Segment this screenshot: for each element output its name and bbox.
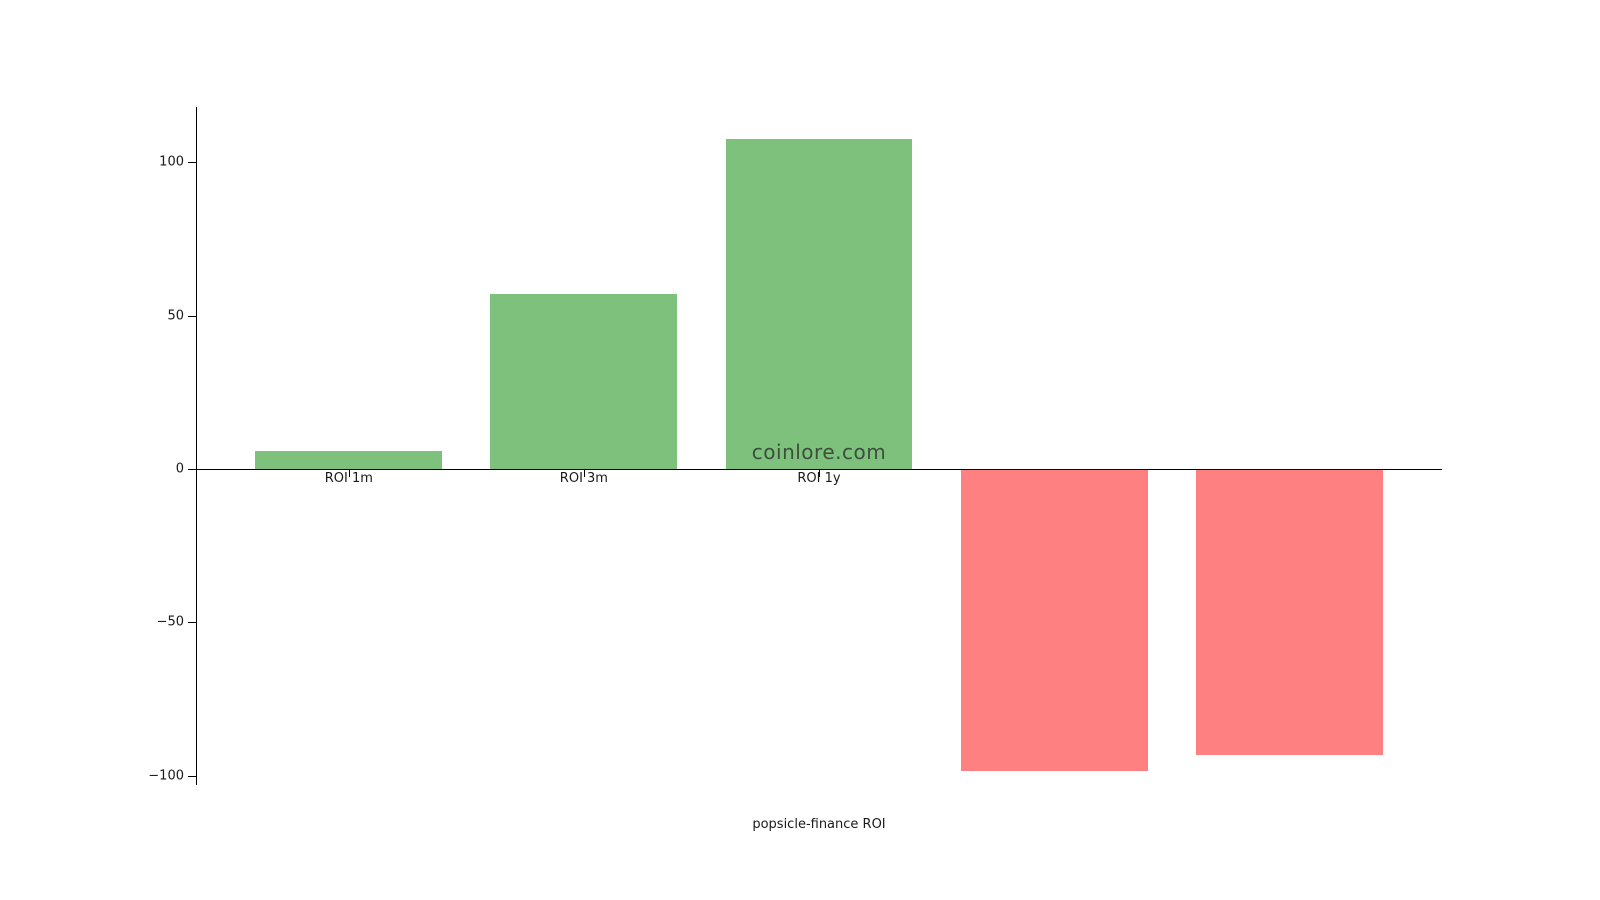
y-tick-mark <box>188 162 196 164</box>
x-tick-mark <box>819 469 820 477</box>
y-axis-spine <box>196 107 197 785</box>
x-tick-label: ROI 3m <box>559 471 608 486</box>
bar-roi-3m <box>490 294 678 469</box>
x-tick-mark <box>583 469 585 477</box>
y-tick-mark <box>188 469 196 470</box>
bar-col-4 <box>960 470 1148 771</box>
y-tick-label: 0 <box>175 461 184 477</box>
x-tick-label: ROI 1y <box>797 471 841 486</box>
bar-col-5 <box>1195 470 1383 756</box>
y-tick-mark <box>188 315 196 317</box>
bar-roi-1m <box>255 450 443 469</box>
y-tick-mark <box>188 622 196 624</box>
y-tick-label: −100 <box>148 768 184 784</box>
bar-roi-1y <box>725 139 913 469</box>
y-tick-label: −50 <box>156 614 184 630</box>
y-tick-label: 100 <box>159 154 184 170</box>
y-tick-mark <box>188 775 196 777</box>
y-tick-label: 50 <box>167 308 184 324</box>
x-tick-mark <box>348 469 350 477</box>
x-tick-label: ROI 1m <box>324 471 373 486</box>
watermark-text: coinlore.com <box>751 440 887 464</box>
chart-title: popsicle-finance ROI <box>752 817 886 832</box>
